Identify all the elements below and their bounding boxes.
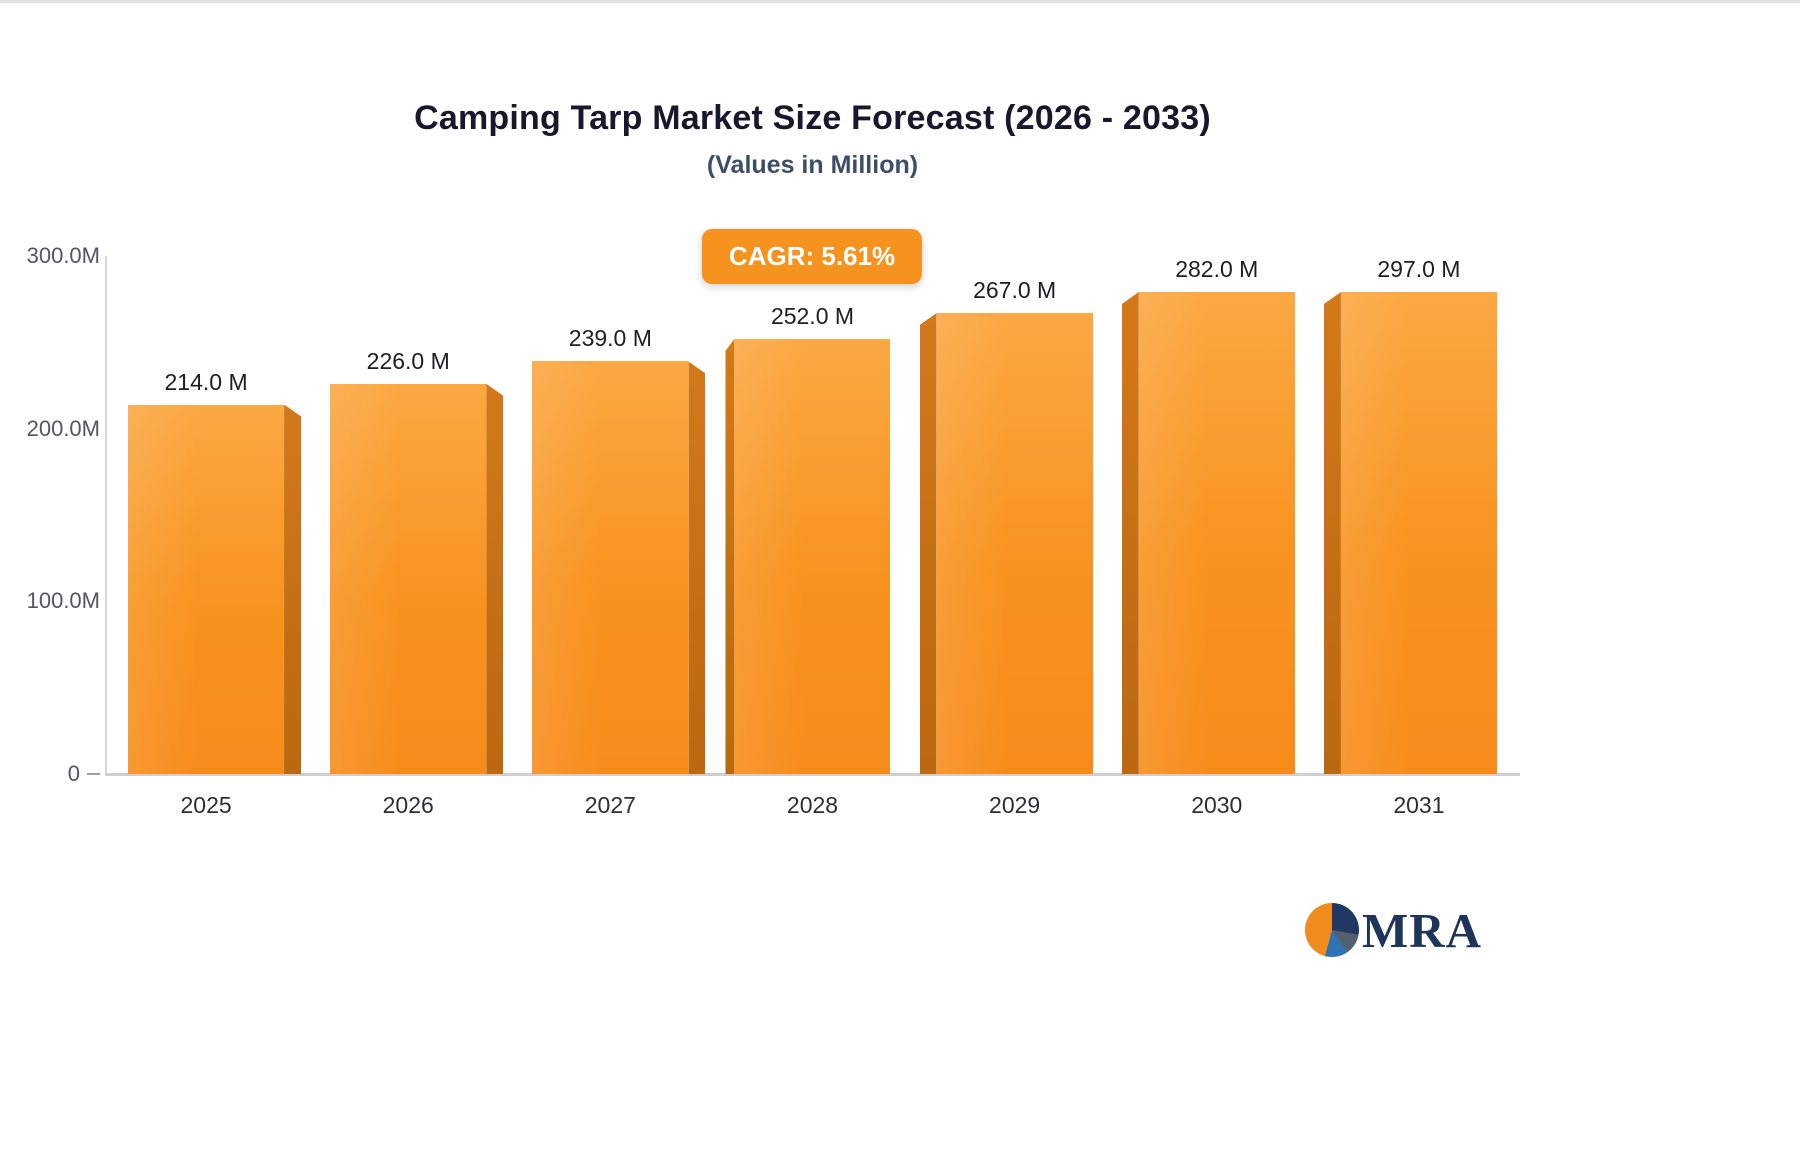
bar: [725, 338, 891, 774]
bar-group: 297.0 M: [1318, 256, 1520, 774]
bar-value-label: 267.0 M: [973, 276, 1057, 303]
bar-3d-side: [486, 383, 504, 774]
bars: 214.0 M 226.0 M 239.0 M 252.0 M 267.0 M 282.0…: [105, 256, 1520, 774]
bar: [1121, 292, 1295, 774]
bar: [919, 312, 1093, 774]
bar: [532, 361, 706, 774]
bar-value-label: 239.0 M: [568, 325, 652, 352]
y-tick-label: 300.0M: [26, 243, 100, 268]
logo: MRA: [1305, 903, 1482, 957]
chart-subtitle: (Values in Million): [706, 151, 919, 179]
cagr-badge: CAGR: 5.61%: [701, 229, 923, 284]
bar-3d-side: [1323, 292, 1341, 774]
x-axis-label: 2028: [786, 792, 839, 818]
x-labels: 2025 2026 2027 2028 2029 2030 2031: [105, 792, 1520, 819]
x-axis-label: 2031: [1393, 792, 1445, 818]
x-axis-label: 2029: [989, 792, 1041, 818]
bar-3d-side: [1121, 292, 1139, 774]
bar-value-label: 214.0 M: [164, 368, 248, 395]
bar-group: 214.0 M: [105, 256, 307, 774]
bar-value-label: 226.0 M: [366, 347, 450, 374]
plot-area: 214.0 M 226.0 M 239.0 M 252.0 M 267.0 M 282.0…: [27, 243, 1520, 786]
logo-text: MRA: [1362, 902, 1483, 958]
bar-group: 239.0 M: [509, 256, 711, 774]
x-axis-label: 2027: [584, 792, 636, 818]
bar: [128, 404, 302, 774]
bar-3d-side: [688, 361, 706, 774]
axis-tick-mark: [87, 773, 100, 775]
bar-value-label: 297.0 M: [1377, 256, 1461, 282]
y-tick-label: 100.0M: [26, 588, 100, 614]
bar: [330, 383, 504, 774]
bar-3d-side: [284, 404, 302, 774]
bar-group: 252.0 M: [711, 256, 913, 774]
x-axis-label: 2025: [180, 792, 232, 818]
x-axis-label: 2026: [382, 792, 434, 818]
bar-3d-side: [725, 338, 735, 774]
bar-3d-side: [919, 312, 937, 774]
bar-value-label: 282.0 M: [1175, 256, 1259, 282]
bar-group: 282.0 M: [1116, 256, 1318, 774]
bar-group: 267.0 M: [914, 256, 1116, 774]
y-axis-line: [105, 256, 107, 774]
bar: [1323, 292, 1497, 774]
chart-title: Camping Tarp Market Size Forecast (2026 …: [414, 99, 1211, 137]
x-axis-line: [105, 773, 1520, 776]
y-tick-label: 0: [2, 761, 100, 787]
y-tick-label: 200.0M: [26, 415, 100, 441]
bar-value-label: 252.0 M: [770, 302, 855, 329]
x-axis-label: 2030: [1191, 792, 1243, 818]
logo-pie-icon: [1305, 903, 1359, 957]
bar-group: 226.0 M: [307, 256, 509, 774]
